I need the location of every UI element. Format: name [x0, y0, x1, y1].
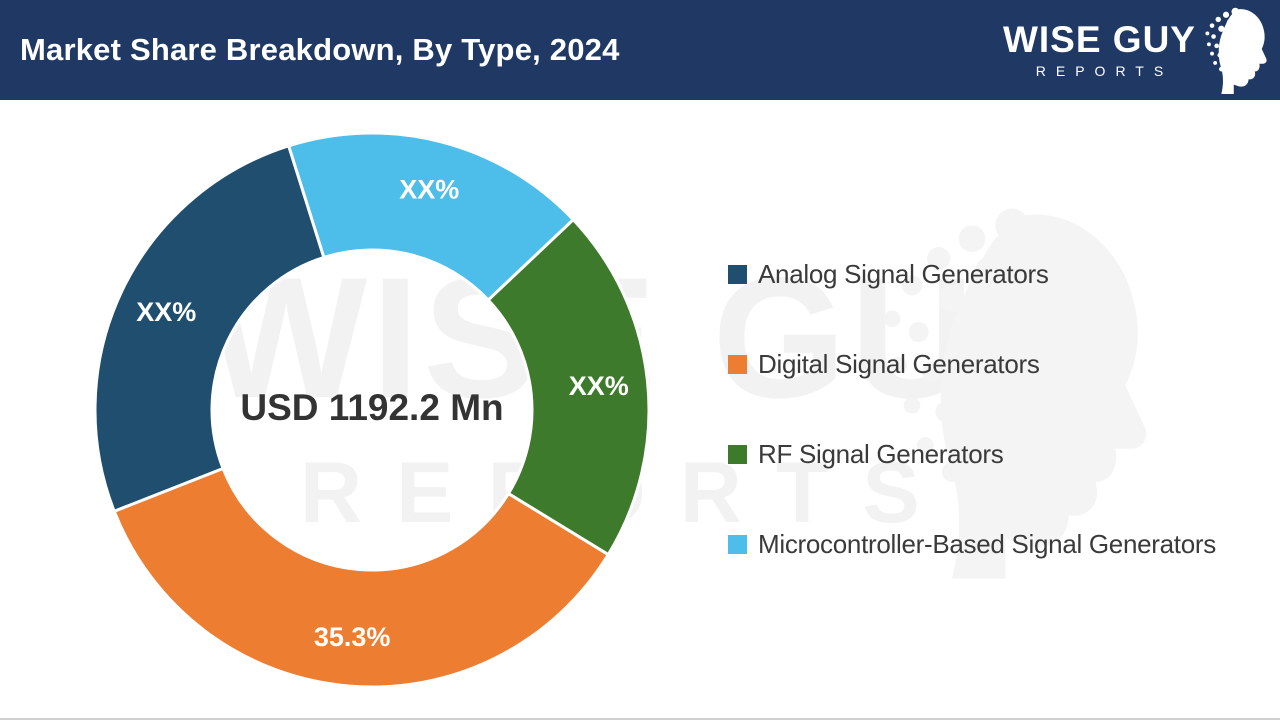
- legend-label: Digital Signal Generators: [758, 348, 1040, 379]
- legend-label: Microcontroller-Based Signal Generators: [758, 528, 1216, 559]
- donut-segment-2[interactable]: [486, 217, 651, 557]
- wiseguy-logo: WISE GUY REPORTS: [1003, 5, 1268, 95]
- legend-swatch-digital: [728, 354, 747, 374]
- logo-face-icon: [1205, 7, 1267, 94]
- donut-segment-label-0: XX%: [136, 297, 196, 327]
- legend-swatch-analog: [728, 264, 747, 284]
- header-bar: Market Share Breakdown, By Type, 2024 WI…: [0, 0, 1280, 100]
- donut-segment-label-3: XX%: [399, 174, 459, 204]
- donut-segment-label-2: XX%: [569, 371, 629, 401]
- donut-center-value: USD 1192.2 Mn: [240, 387, 504, 428]
- legend-swatch-rf: [728, 444, 747, 464]
- legend-item-rf[interactable]: RF Signal Generators: [728, 436, 1216, 472]
- page-title: Market Share Breakdown, By Type, 2024: [20, 32, 620, 67]
- logo-subtext: REPORTS: [1035, 63, 1174, 79]
- legend-label: RF Signal Generators: [758, 438, 1004, 469]
- bottom-border: [0, 718, 1280, 720]
- donut-segment-3[interactable]: [286, 131, 576, 303]
- legend-label: Analog Signal Generators: [758, 258, 1049, 289]
- donut-segment-0[interactable]: [93, 143, 326, 514]
- donut-segment-1[interactable]: [112, 466, 611, 689]
- legend-swatch-microcontroller: [728, 534, 747, 554]
- logo-wordmark: WISE GUY: [1002, 19, 1196, 60]
- chart-legend: Analog Signal Generators Digital Signal …: [728, 256, 1216, 616]
- legend-item-analog[interactable]: Analog Signal Generators: [728, 256, 1216, 292]
- donut-segment-label-1: 35.3%: [314, 622, 391, 652]
- legend-item-microcontroller[interactable]: Microcontroller-Based Signal Generators: [728, 526, 1216, 562]
- legend-item-digital[interactable]: Digital Signal Generators: [728, 346, 1216, 382]
